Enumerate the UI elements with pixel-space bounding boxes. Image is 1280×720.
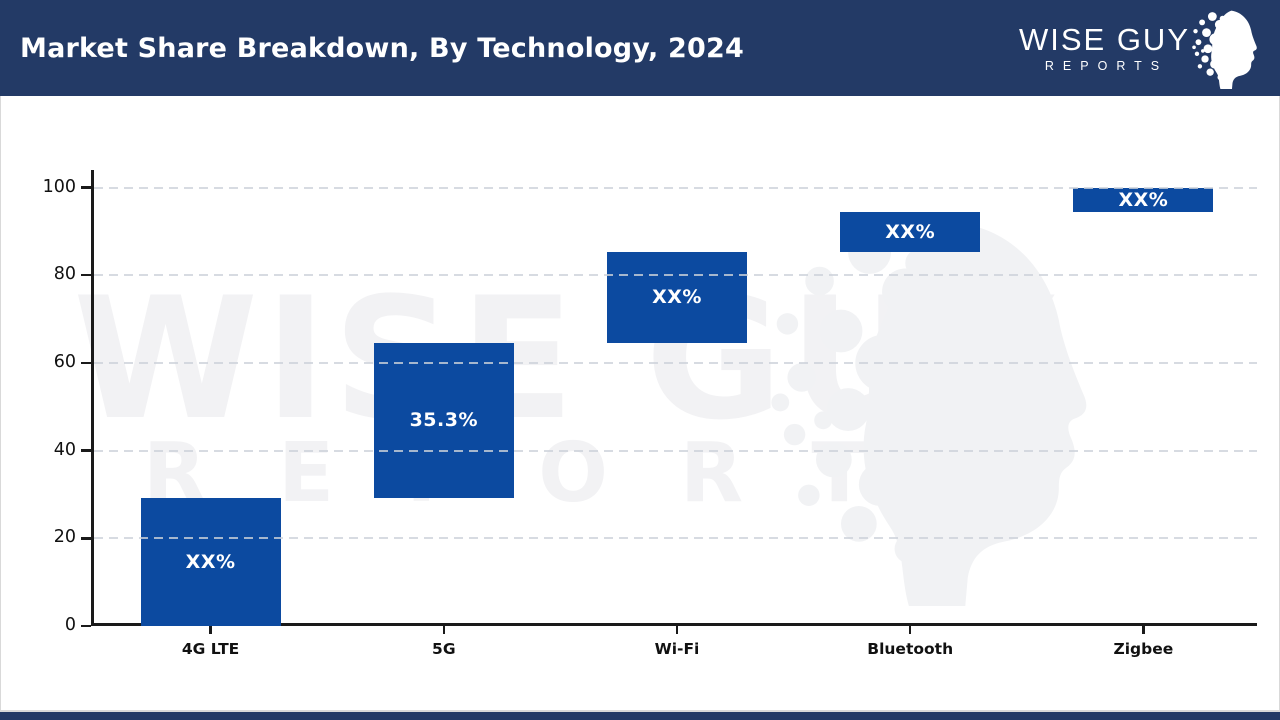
y-axis-tick-label: 40 bbox=[53, 439, 76, 460]
gridline-40 bbox=[94, 449, 1257, 452]
y-axis-tick-label: 60 bbox=[53, 351, 76, 372]
x-axis-category-label: 4G LTE bbox=[181, 640, 240, 658]
plot-region: 0 20 40 60 80 100 XX% 4G LTE 35.3% 5G XX% Wi-Fi XX% B… bbox=[43, 170, 1257, 658]
bar-value-label: XX% bbox=[885, 221, 936, 244]
gridline-20 bbox=[94, 537, 1257, 540]
bar-Zigbee: XX% bbox=[1073, 187, 1214, 213]
y-axis-tick-100 bbox=[81, 186, 91, 189]
x-axis-category-label: Wi-Fi bbox=[654, 640, 700, 658]
bar-Bluetooth: XX% bbox=[840, 212, 981, 252]
x-axis-tick-Bluetooth bbox=[908, 626, 912, 634]
y-axis-tick-40 bbox=[81, 449, 91, 452]
page-title: Market Share Breakdown, By Technology, 2… bbox=[20, 32, 745, 64]
footer-accent-bar bbox=[0, 712, 1280, 720]
chart-area: WISE GUY REPORTS 0 20 40 60 80 100 XX% 4G LTE 35… bbox=[0, 96, 1280, 712]
bar-value-label: XX% bbox=[185, 550, 236, 573]
brand-face-icon bbox=[1188, 7, 1266, 89]
x-axis-category-label: Bluetooth bbox=[867, 640, 954, 658]
bar-value-label: 35.3% bbox=[409, 409, 478, 432]
gridline-100 bbox=[94, 186, 1257, 189]
y-axis-tick-60 bbox=[81, 361, 91, 365]
x-axis-tick-5G bbox=[442, 626, 446, 634]
bar-Wi-Fi: XX% bbox=[607, 251, 747, 343]
x-axis-tick-Zigbee bbox=[1142, 626, 1145, 634]
x-axis-category-label: Zigbee bbox=[1113, 640, 1174, 658]
brand-subtitle: REPORTS bbox=[1044, 58, 1169, 73]
y-axis-tick-label: 100 bbox=[42, 176, 76, 197]
brand-logo: WISE GUY REPORTS bbox=[1019, 7, 1280, 89]
x-axis-tick-Wi-Fi bbox=[675, 626, 679, 634]
y-axis-tick-80 bbox=[81, 273, 91, 277]
brand-wordmark: WISE GUY REPORTS bbox=[1019, 24, 1190, 73]
gridline-80 bbox=[94, 274, 1257, 277]
y-axis-tick-20 bbox=[81, 537, 91, 540]
y-axis-tick-label: 80 bbox=[53, 264, 76, 285]
y-axis-tick-label: 20 bbox=[53, 527, 76, 548]
bar-value-label: XX% bbox=[1118, 188, 1169, 211]
x-axis-tick-4G LTE bbox=[209, 626, 212, 634]
gridline-60 bbox=[94, 361, 1257, 364]
y-axis-tick-label: 0 bbox=[64, 615, 76, 635]
brand-name: WISE GUY bbox=[1018, 21, 1190, 57]
header-bar: Market Share Breakdown, By Technology, 2… bbox=[0, 0, 1280, 96]
x-axis-category-label: 5G bbox=[432, 640, 456, 658]
y-axis-tick-0 bbox=[81, 624, 91, 628]
bar-5G: 35.3% bbox=[373, 342, 514, 498]
bar-4G LTE: XX% bbox=[140, 497, 281, 626]
bar-value-label: XX% bbox=[652, 286, 702, 309]
